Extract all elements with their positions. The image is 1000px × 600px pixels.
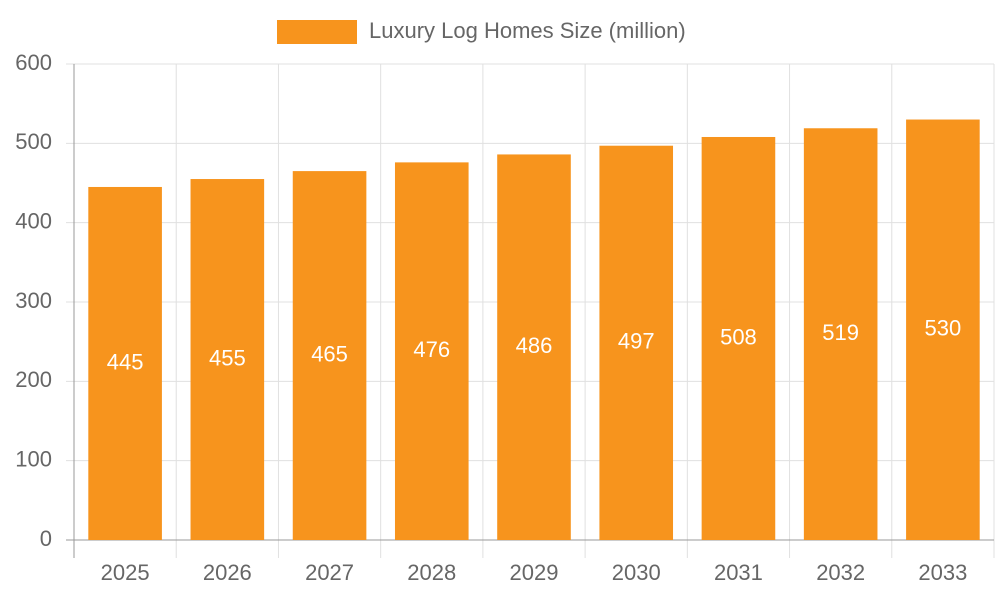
bar	[599, 145, 674, 541]
y-tick-label: 100	[15, 446, 52, 471]
bar	[803, 128, 878, 540]
x-tick-label: 2027	[305, 560, 354, 585]
bar	[701, 136, 776, 540]
bar	[906, 119, 980, 541]
value-label: 476	[413, 337, 450, 362]
x-tick-label: 2025	[101, 560, 150, 585]
bar	[394, 162, 469, 540]
bar	[190, 179, 265, 541]
x-tick-label: 2033	[918, 560, 967, 585]
legend-swatch	[277, 20, 357, 44]
value-label: 497	[618, 329, 655, 354]
value-label: 455	[209, 345, 246, 370]
bar	[292, 171, 367, 540]
value-label: 519	[822, 320, 859, 345]
y-tick-label: 400	[15, 208, 52, 233]
y-tick-label: 200	[15, 367, 52, 392]
y-tick-label: 600	[15, 50, 52, 75]
x-tick-label: 2029	[510, 560, 559, 585]
x-tick-label: 2030	[612, 560, 661, 585]
x-tick-label: 2032	[816, 560, 865, 585]
legend-label: Luxury Log Homes Size (million)	[369, 18, 686, 43]
value-label: 508	[720, 324, 757, 349]
y-tick-label: 500	[15, 129, 52, 154]
value-label: 465	[311, 341, 348, 366]
value-label: 486	[516, 333, 553, 358]
bar	[497, 154, 571, 540]
x-tick-label: 2031	[714, 560, 763, 585]
x-tick-label: 2028	[407, 560, 456, 585]
value-label: 445	[107, 349, 144, 374]
y-tick-label: 300	[15, 288, 52, 313]
x-tick-label: 2026	[203, 560, 252, 585]
value-label: 530	[925, 316, 962, 341]
bar	[88, 186, 162, 540]
y-tick-label: 0	[40, 526, 52, 551]
